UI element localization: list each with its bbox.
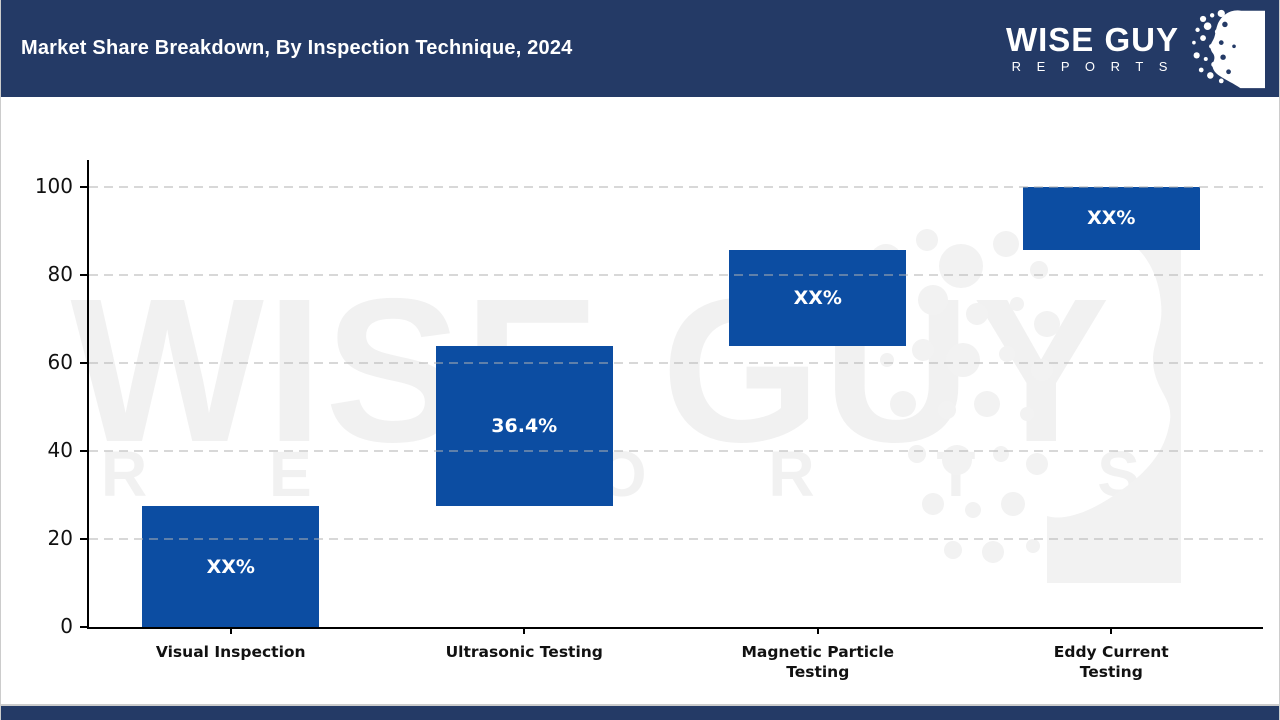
x-tick-label-line: Ultrasonic Testing [445,643,603,661]
x-axis [87,627,1263,629]
chart-title: Market Share Breakdown, By Inspection Te… [21,37,573,59]
logo-face-icon [1192,9,1265,88]
x-tick [523,627,526,634]
x-tick-label: Visual Inspection [84,642,378,662]
gridline [89,450,1263,452]
logo-text: WISE GUY R E P O R T S [1006,23,1179,74]
y-tick-label: 100 [34,174,73,198]
y-tick [80,186,89,188]
bar-value-label: 36.4% [491,414,558,437]
gridline [89,362,1263,364]
x-tick-label-line: Testing [786,663,850,681]
y-tick-label: 40 [47,438,73,462]
x-tick-label-line: Testing [1079,663,1143,681]
bar-value-label: XX% [793,286,842,309]
y-tick-label: 60 [47,350,73,374]
gridline [89,186,1263,188]
x-tick-label-line: Eddy Current [1053,643,1169,661]
logo-subtitle: R E P O R T S [1011,59,1174,74]
x-tick-label-line: Magnetic Particle [741,643,895,661]
y-tick [80,450,89,452]
bar: 36.4% [435,345,613,506]
header-bar: Market Share Breakdown, By Inspection Te… [1,0,1279,97]
gridline [89,538,1263,540]
x-tick-label: Eddy Current Testing [965,642,1259,682]
bar: XX% [142,506,320,627]
wise-guy-logo: WISE GUY R E P O R T S [1006,7,1265,91]
bar: XX% [729,249,907,346]
x-tick-label: Magnetic Particle Testing [671,642,965,682]
y-tick-label: 80 [47,262,73,286]
gridline [89,274,1263,276]
x-tick-label-line: Visual Inspection [155,643,306,661]
x-tick [229,627,232,634]
y-tick-label: 20 [47,526,73,550]
y-tick [80,362,89,364]
y-axis [87,160,89,629]
y-tick [80,538,89,540]
y-tick-label: 0 [60,614,73,638]
y-tick [80,274,89,276]
bar-value-label: XX% [206,555,255,578]
footer-divider [1,704,1279,706]
logo-wordmark: WISE GUY [1005,21,1179,58]
x-tick [1110,627,1113,634]
bar-value-label: XX% [1087,207,1136,230]
bar: XX% [1022,187,1200,250]
x-tick-label: Ultrasonic Testing [378,642,672,662]
x-tick [816,627,819,634]
footer-bar [1,706,1279,720]
y-tick [80,626,89,628]
